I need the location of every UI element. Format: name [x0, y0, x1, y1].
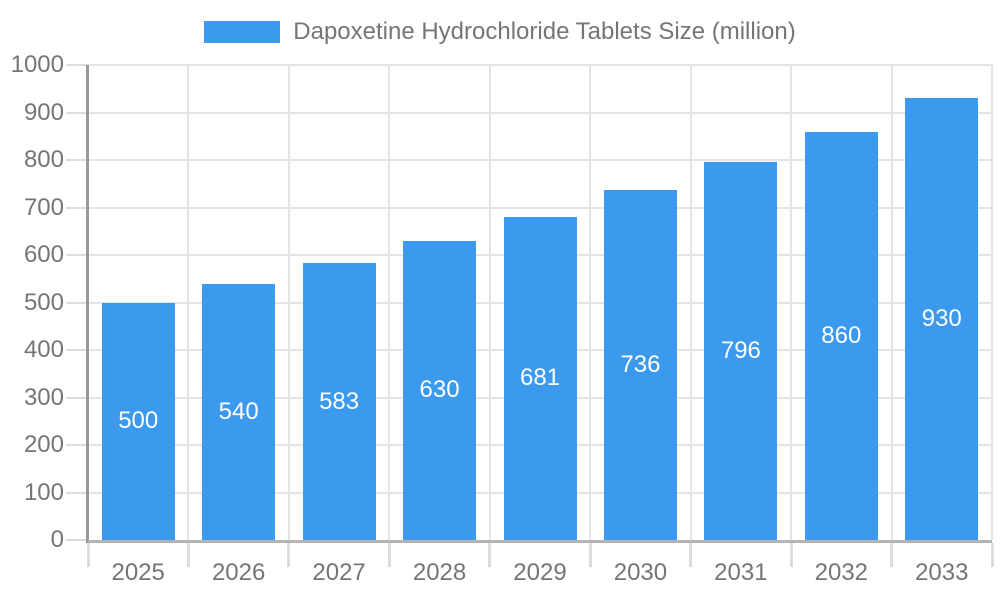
- bar: 796: [704, 161, 778, 540]
- y-axis-tick: [66, 254, 88, 256]
- gridline-vertical: [790, 65, 793, 540]
- x-axis-tick: [689, 543, 693, 567]
- bar: 583: [302, 263, 376, 540]
- y-tick-label: 600: [23, 241, 64, 268]
- bar-value-label: 796: [720, 336, 761, 364]
- x-tick-label: 2026: [211, 559, 266, 586]
- gridline-vertical: [287, 65, 290, 540]
- y-tick-label: 200: [23, 431, 64, 458]
- x-axis-tick: [588, 543, 592, 567]
- gridline-vertical: [689, 65, 692, 540]
- x-tick-label: 2032: [814, 559, 869, 586]
- bar-value-label: 583: [319, 387, 360, 415]
- y-axis-line: [86, 65, 89, 543]
- gridline-vertical: [890, 65, 893, 540]
- bar: 860: [804, 131, 878, 540]
- x-axis-tick: [990, 543, 994, 567]
- y-axis-tick: [66, 539, 88, 541]
- y-axis-tick: [66, 64, 88, 66]
- bar-value-label: 500: [118, 407, 159, 435]
- bar: 681: [503, 216, 577, 540]
- gridline-horizontal: [88, 206, 992, 209]
- legend-swatch: [204, 21, 281, 43]
- x-tick-label: 2033: [915, 559, 969, 586]
- x-tick-label: 2027: [312, 559, 366, 586]
- x-axis-tick: [186, 543, 190, 567]
- y-axis-tick: [66, 396, 88, 399]
- legend-label: Dapoxetine Hydrochloride Tablets Size (m…: [293, 18, 796, 45]
- bar-value-label: 630: [419, 376, 460, 404]
- gridline-vertical: [187, 65, 190, 540]
- x-axis-tick: [287, 543, 291, 567]
- bar-value-label: 930: [921, 305, 962, 333]
- legend[interactable]: Dapoxetine Hydrochloride Tablets Size (m…: [0, 18, 1000, 46]
- y-tick-label: 300: [23, 383, 64, 411]
- bar-value-label: 860: [821, 321, 862, 349]
- y-tick-label: 100: [23, 478, 64, 506]
- x-tick-label: 2031: [714, 559, 768, 586]
- bar: 630: [403, 240, 477, 540]
- gridline-vertical: [388, 65, 391, 540]
- y-axis-tick: [66, 159, 88, 161]
- x-axis-tick: [789, 543, 793, 567]
- gridline-vertical: [589, 65, 592, 540]
- y-tick-label: 500: [23, 288, 64, 316]
- y-tick-label: 700: [23, 193, 64, 221]
- x-tick-label: 2030: [613, 559, 668, 586]
- y-axis-tick: [66, 491, 88, 494]
- y-tick-label: 900: [23, 98, 64, 126]
- y-axis-tick: [66, 349, 88, 351]
- bar-value-label: 736: [620, 351, 661, 379]
- bar-value-label: 540: [218, 397, 259, 425]
- bar: 930: [905, 98, 979, 540]
- gridline-vertical: [488, 65, 491, 540]
- gridline-horizontal: [88, 159, 992, 161]
- x-axis-tick: [890, 543, 894, 567]
- x-axis-tick: [86, 543, 90, 567]
- x-tick-label: 2028: [412, 559, 467, 586]
- bar: 500: [101, 302, 175, 540]
- x-tick-label: 2029: [513, 559, 567, 586]
- x-axis-tick: [387, 543, 391, 567]
- gridline-horizontal: [88, 64, 992, 66]
- bar: 540: [202, 283, 276, 540]
- x-axis-tick: [488, 543, 492, 567]
- bar: 736: [603, 190, 677, 540]
- x-tick-label: 2025: [111, 559, 165, 586]
- gridline-vertical: [991, 65, 993, 540]
- y-axis-tick: [66, 111, 88, 114]
- bar-value-label: 681: [519, 364, 561, 392]
- y-tick-label: 1000: [10, 51, 64, 78]
- y-axis-tick: [66, 301, 88, 304]
- y-tick-label: 400: [23, 336, 64, 363]
- y-tick-label: 800: [23, 146, 64, 173]
- x-axis-line: [88, 540, 992, 543]
- y-axis-tick: [66, 206, 88, 209]
- gridline-horizontal: [88, 111, 992, 114]
- y-tick-label: 0: [50, 526, 64, 553]
- y-axis-tick: [66, 444, 88, 446]
